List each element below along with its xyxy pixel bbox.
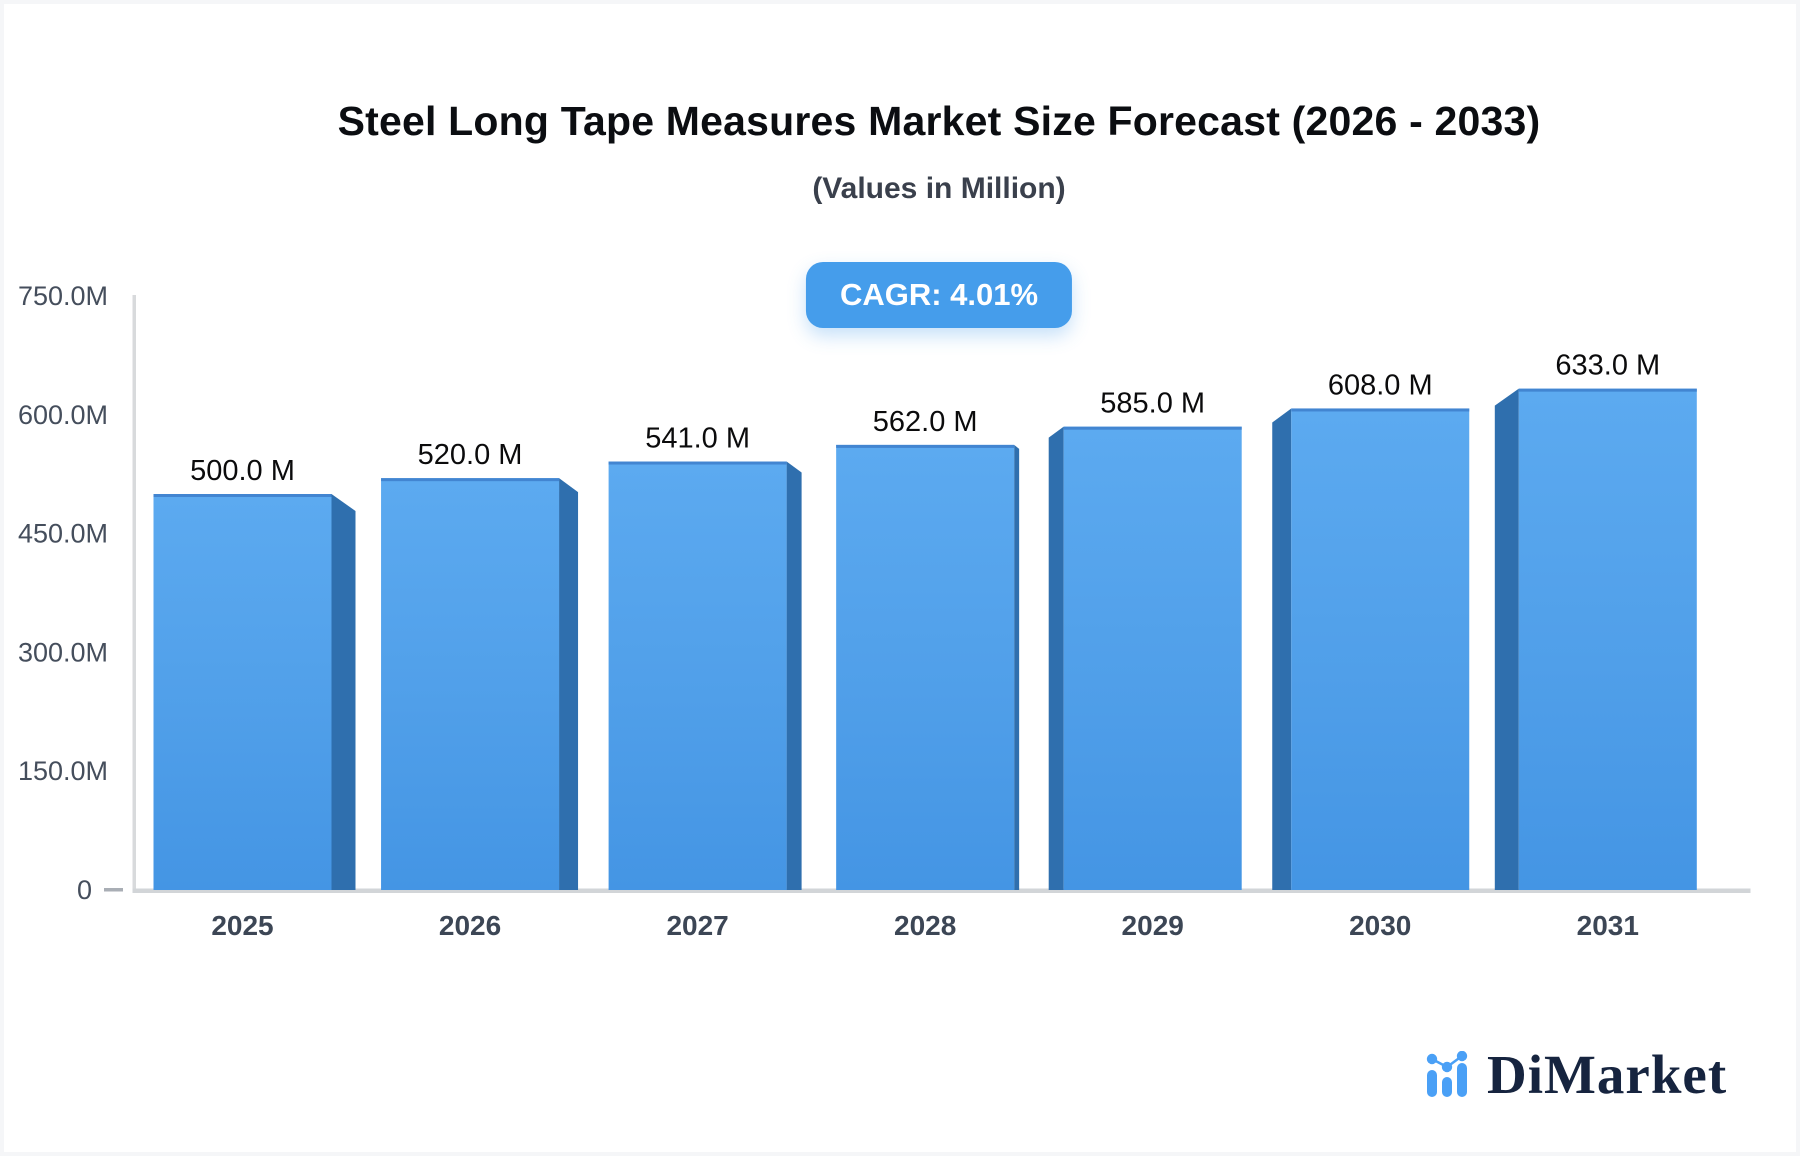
bar-2030 <box>1272 408 1470 890</box>
market-size-bar-chart: 0 150.0M 300.0M 450.0M 600.0M 750.0M 500.0 M 20… <box>18 281 1751 941</box>
x-tick-label-2028: 2028 <box>894 910 956 941</box>
bar-face <box>1063 426 1242 890</box>
y-tick-label-150: 150.0M <box>18 756 108 786</box>
x-tick-label-2029: 2029 <box>1122 910 1184 941</box>
bar-2027 <box>608 461 802 890</box>
brand-name: DiMarket <box>1487 1044 1728 1105</box>
x-tick-label-2031: 2031 <box>1577 910 1639 941</box>
logo-dot <box>1426 1053 1438 1065</box>
logo-bar <box>1427 1070 1437 1097</box>
bar-top-edge <box>1063 426 1242 430</box>
x-tick-label-2025: 2025 <box>211 910 273 941</box>
y-tick-label-600: 600.0M <box>18 400 108 430</box>
bar-face <box>153 494 332 890</box>
bar-2028 <box>836 444 1020 890</box>
bar-top-edge <box>1291 408 1470 412</box>
x-tick-label-2026: 2026 <box>439 910 501 941</box>
bar-top-edge <box>1518 388 1697 392</box>
y-tick-label-300: 300.0M <box>18 637 108 667</box>
bar-value-label: 520.0 M <box>418 439 523 471</box>
bar-face <box>836 444 1015 890</box>
bar-side-panel <box>1048 426 1064 890</box>
bar-value-label: 585.0 M <box>1100 388 1205 420</box>
bar-2025 <box>153 494 356 890</box>
chart-title: Steel Long Tape Measures Market Size For… <box>337 98 1541 144</box>
bar-side-panel <box>786 461 802 890</box>
bar-value-label: 633.0 M <box>1555 350 1660 382</box>
axes <box>104 295 1751 893</box>
bar-value-label: 562.0 M <box>873 406 978 438</box>
bar-face <box>1518 388 1697 890</box>
bar-side-panel <box>1494 388 1519 890</box>
bar-2031 <box>1494 388 1697 890</box>
bar-value-label: 541.0 M <box>645 423 750 455</box>
bar-top-edge <box>381 478 560 482</box>
bar-top-edge <box>153 494 332 497</box>
y-tick-label-0: 0 <box>77 875 92 905</box>
bars <box>153 388 1697 890</box>
logo-dot <box>1441 1061 1453 1073</box>
logo-bar <box>1457 1063 1467 1097</box>
chart-subtitle: (Values in Million) <box>812 172 1066 205</box>
bar-side-panel <box>331 494 356 890</box>
zero-tick-mark <box>104 888 123 892</box>
bar-value-label: 608.0 M <box>1328 369 1433 401</box>
bar-face <box>608 461 787 890</box>
y-axis-line <box>132 295 136 893</box>
brand-chart-icon <box>1426 1051 1468 1097</box>
bar-value-label: 500.0 M <box>190 455 295 487</box>
bar-side-panel <box>1272 408 1292 890</box>
bar-top-edge <box>836 444 1015 448</box>
bar-face <box>381 478 560 890</box>
bar-2029 <box>1048 426 1242 890</box>
bar-side-panel <box>1014 444 1020 890</box>
x-axis-baseline <box>132 888 1751 893</box>
bar-top-edge <box>608 461 787 465</box>
cagr-badge: CAGR: 4.01% <box>805 262 1073 328</box>
bar-2026 <box>381 478 579 890</box>
bar-side-panel <box>559 478 579 890</box>
logo-bar <box>1442 1077 1452 1097</box>
bar-face <box>1291 408 1470 890</box>
y-tick-label-450: 450.0M <box>18 519 108 549</box>
x-tick-label-2027: 2027 <box>666 910 728 941</box>
brand-logo: DiMarket <box>1426 1044 1727 1104</box>
logo-dot <box>1456 1051 1468 1062</box>
x-tick-label-2030: 2030 <box>1349 910 1411 941</box>
labels: 0 150.0M 300.0M 450.0M 600.0M 750.0M 500.0 M 20… <box>18 281 1660 941</box>
y-tick-label-750: 750.0M <box>18 281 108 311</box>
